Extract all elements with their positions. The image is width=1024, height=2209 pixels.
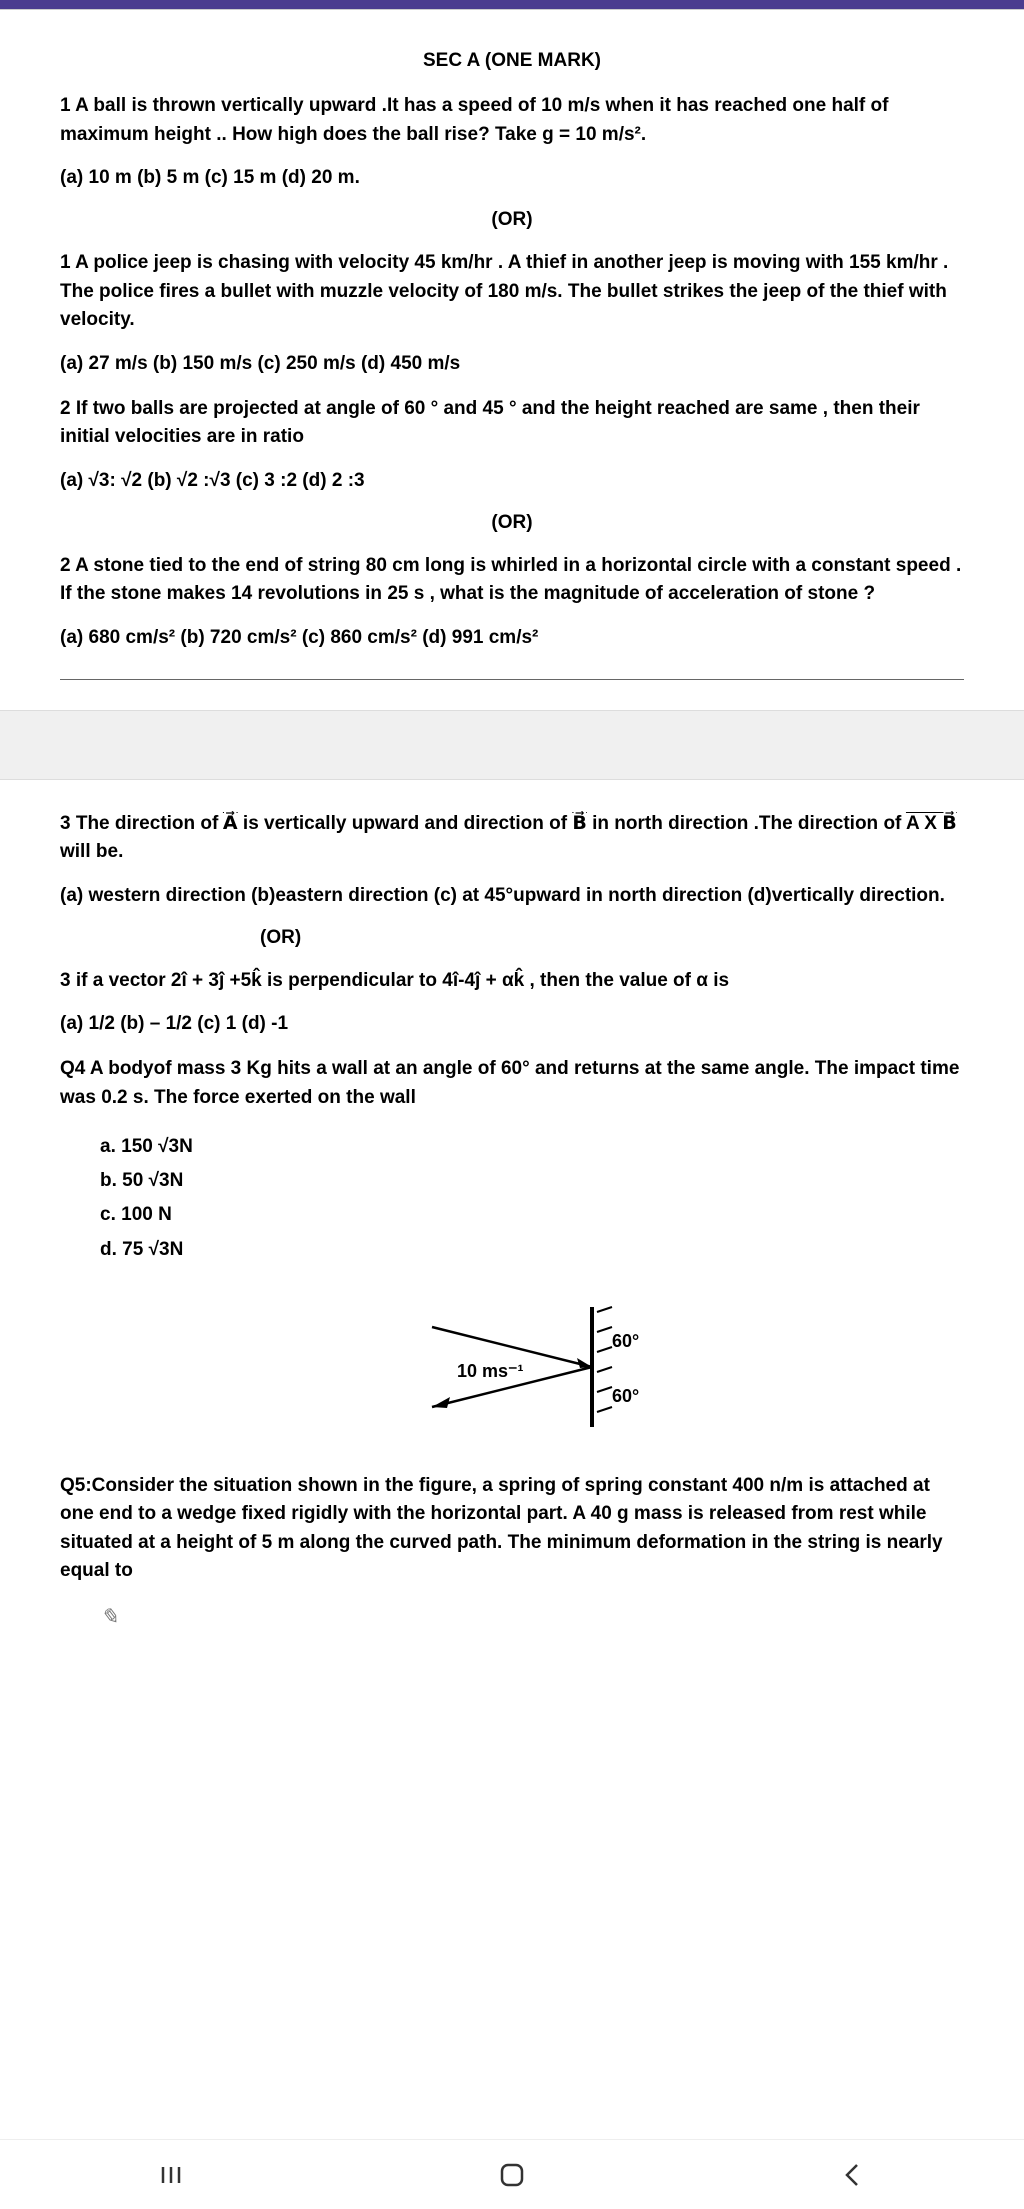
q2alt-text: 2 A stone tied to the end of string 80 c… (60, 552, 964, 609)
q3alt-options: (a) 1/2 (b) – 1/2 (c) 1 (d) -1 (60, 1013, 964, 1035)
q1alt-text: 1 A police jeep is chasing with velocity… (60, 249, 964, 335)
hatch-5 (597, 1387, 612, 1392)
home-button[interactable] (492, 2155, 532, 2195)
or-divider-1: (OR) (60, 209, 964, 231)
q4-opt-c: c. 100 N (100, 1198, 964, 1232)
vector-a: A⃗ (223, 813, 238, 834)
hatch-1 (597, 1307, 612, 1312)
q4-text: Q4 A bodyof mass 3 Kg hits a wall at an … (60, 1055, 964, 1112)
q1alt-options: (a) 27 m/s (b) 150 m/s (c) 250 m/s (d) 4… (60, 353, 964, 375)
q2-options: (a) √3: √2 (b) √2 :√3 (c) 3 :2 (d) 2 :3 (60, 470, 964, 492)
or-divider-2: (OR) (60, 512, 964, 534)
angle-top-label: 60° (612, 1331, 639, 1351)
q1-text: 1 A ball is thrown vertically upward .It… (60, 92, 964, 149)
q3-prefix: 3 The direction of (60, 813, 223, 834)
hr-divider-1 (60, 679, 964, 680)
q3alt-text: 3 if a vector 2î + 3ĵ +5k̂ is perpendicu… (60, 967, 964, 996)
q3-mid2: in north direction .The direction of (587, 813, 906, 834)
back-icon (839, 2161, 867, 2189)
hatch-2 (597, 1327, 612, 1332)
vector-cross: A X B⃗ (906, 813, 957, 834)
back-button[interactable] (833, 2155, 873, 2195)
top-bar (0, 0, 1024, 10)
document-content: SEC A (ONE MARK) 1 A ball is thrown vert… (0, 10, 1024, 1670)
q5-text: Q5:Consider the situation shown in the f… (60, 1472, 964, 1586)
q3-suffix: will be. (60, 841, 123, 862)
q4-options-list: a. 150 √3N b. 50 √3N c. 100 N d. 75 √3N (100, 1130, 964, 1267)
q2alt-options: (a) 680 cm/s² (b) 720 cm/s² (c) 860 cm/s… (60, 627, 964, 649)
vector-b: B⃗ (572, 813, 586, 834)
recent-apps-icon (157, 2161, 185, 2189)
or-divider-3: (OR) (260, 927, 964, 949)
q4-diagram: 60° 60° 10 ms⁻¹ (60, 1297, 964, 1442)
home-icon (497, 2160, 527, 2190)
angle-bottom-label: 60° (612, 1386, 639, 1406)
velocity-label: 10 ms⁻¹ (457, 1361, 524, 1381)
outgoing-arrow (432, 1397, 450, 1408)
q3-mid1: is vertically upward and direction of (238, 813, 573, 834)
hatch-4 (597, 1367, 612, 1372)
q4-opt-a: a. 150 √3N (100, 1130, 964, 1164)
pen-annotation-icon: ✎ (100, 1604, 964, 1630)
page-gap (0, 710, 1024, 780)
q3-text: 3 The direction of A⃗ is vertically upwa… (60, 810, 964, 867)
android-nav-bar (0, 2139, 1024, 2209)
section-title: SEC A (ONE MARK) (60, 50, 964, 72)
q1-options: (a) 10 m (b) 5 m (c) 15 m (d) 20 m. (60, 167, 964, 189)
q4-opt-b: b. 50 √3N (100, 1164, 964, 1198)
wall-bounce-diagram: 60° 60° 10 ms⁻¹ (352, 1297, 672, 1437)
q2-text: 2 If two balls are projected at angle of… (60, 395, 964, 452)
recent-apps-button[interactable] (151, 2155, 191, 2195)
q4-opt-d: d. 75 √3N (100, 1233, 964, 1267)
q3-options: (a) western direction (b)eastern directi… (60, 885, 964, 907)
hatch-3 (597, 1347, 612, 1352)
hatch-6 (597, 1407, 612, 1412)
